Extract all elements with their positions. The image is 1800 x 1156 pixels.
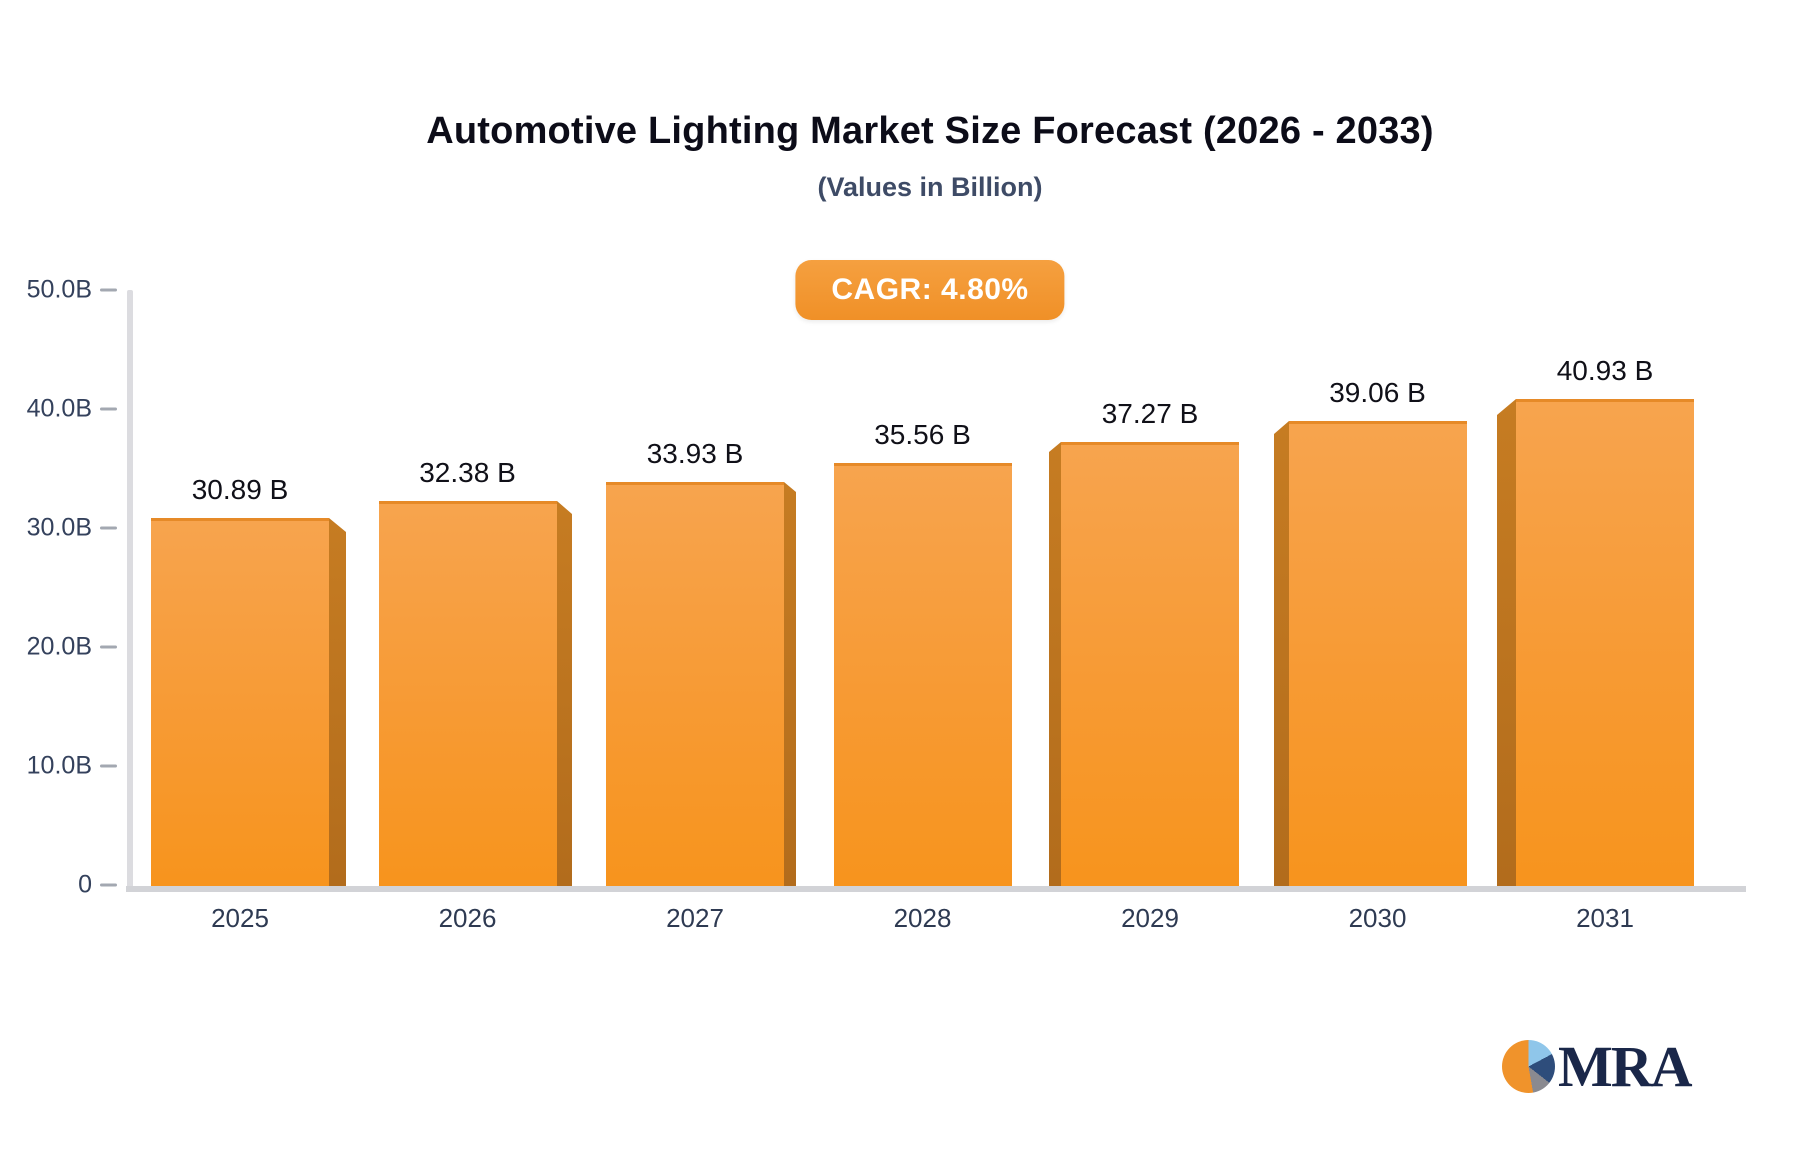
x-axis-label-2031: 2031 bbox=[1576, 903, 1634, 933]
bar-2027[interactable] bbox=[606, 482, 784, 886]
bar-value-label-2026: 32.38 B bbox=[419, 457, 516, 488]
bar-value-label-2029: 37.27 B bbox=[1101, 398, 1199, 429]
bar-3d-side-2025 bbox=[329, 518, 346, 886]
x-axis-label-2028: 2028 bbox=[893, 903, 952, 933]
x-axis-label-2025: 2025 bbox=[211, 903, 269, 933]
bar-value-label-2031: 40.93 B bbox=[1556, 355, 1654, 386]
bar-value-label-2030: 39.06 B bbox=[1329, 377, 1426, 408]
y-tick-label: 30.0B bbox=[26, 513, 92, 542]
pie-chart-logo-icon bbox=[1502, 1039, 1555, 1093]
bar-2025[interactable] bbox=[151, 518, 329, 886]
y-tick-label: 10.0B bbox=[26, 751, 92, 780]
brand-logo[interactable]: MRA bbox=[1502, 1033, 1693, 1099]
bar-2026[interactable] bbox=[379, 501, 557, 886]
y-tick-mark bbox=[100, 288, 117, 292]
bar-value-label-2028: 35.56 B bbox=[874, 419, 971, 450]
bar-3d-side-2029 bbox=[1049, 442, 1061, 886]
y-tick-mark bbox=[100, 764, 117, 768]
y-tick-mark bbox=[100, 645, 117, 649]
bar-3d-side-2031 bbox=[1497, 399, 1516, 886]
bar-3d-side-2027 bbox=[784, 482, 796, 886]
bar-2029[interactable] bbox=[1061, 442, 1239, 886]
y-tick-mark bbox=[100, 407, 117, 411]
cagr-badge-label: CAGR: 4.80% bbox=[831, 273, 1029, 306]
cagr-badge[interactable]: CAGR: 4.80% bbox=[795, 260, 1065, 320]
x-axis-baseline bbox=[126, 886, 1746, 892]
bar-2030[interactable] bbox=[1289, 421, 1467, 886]
x-axis-label-2029: 2029 bbox=[1121, 903, 1179, 933]
y-tick-label: 0 bbox=[78, 870, 92, 899]
bar-value-label-2025: 30.89 B bbox=[191, 474, 289, 505]
x-axis-label-2026: 2026 bbox=[438, 903, 497, 933]
y-tick-label: 40.0B bbox=[26, 394, 92, 423]
bar-value-label-2027: 33.93 B bbox=[646, 438, 744, 469]
bar-2031[interactable] bbox=[1516, 399, 1694, 886]
bar-2028[interactable] bbox=[834, 463, 1012, 886]
chart-title: Automotive Lighting Market Size Forecast… bbox=[426, 110, 1434, 152]
y-tick-label: 20.0B bbox=[26, 632, 92, 661]
y-tick-label: 50.0B bbox=[26, 275, 92, 304]
bar-3d-side-2030 bbox=[1274, 421, 1289, 886]
y-tick-mark bbox=[100, 526, 117, 530]
x-axis-label-2027: 2027 bbox=[666, 903, 724, 933]
y-axis-line bbox=[127, 290, 133, 892]
x-axis-label-2030: 2030 bbox=[1348, 903, 1407, 933]
y-tick-mark bbox=[100, 883, 117, 887]
chart-subtitle: (Values in Billion) bbox=[817, 172, 1043, 202]
bar-3d-side-2026 bbox=[557, 501, 572, 886]
brand-logo-text: MRA bbox=[1558, 1033, 1693, 1099]
